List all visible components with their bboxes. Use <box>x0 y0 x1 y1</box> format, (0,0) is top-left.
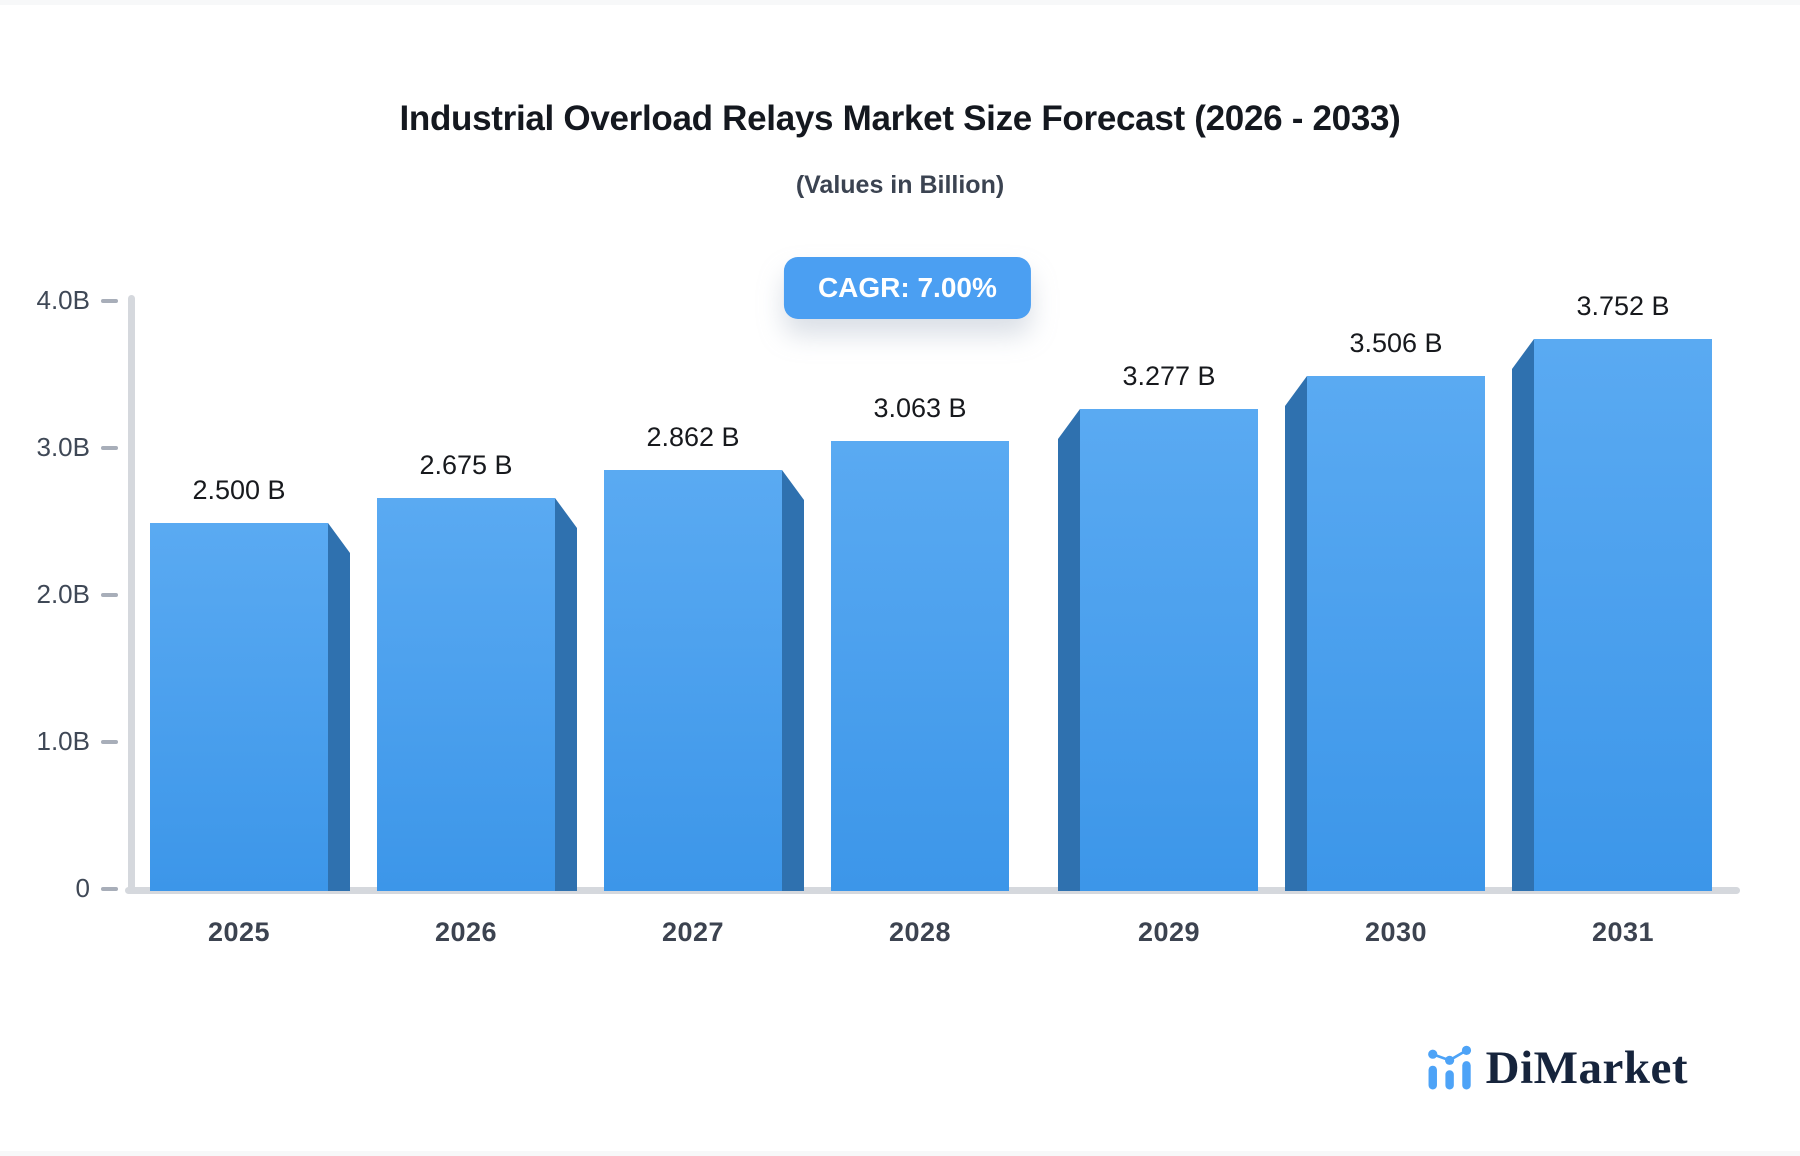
y-axis-tick <box>101 593 118 597</box>
bar-side <box>1285 376 1307 891</box>
chart-card: Industrial Overload Relays Market Size F… <box>0 5 1800 1151</box>
bar-face <box>1080 409 1258 891</box>
bar-side <box>555 498 577 891</box>
x-category-label: 2030 <box>1364 917 1428 947</box>
bar-face <box>604 470 782 891</box>
bar-value-label: 3.063 B <box>873 393 967 423</box>
bar-value-label: 3.506 B <box>1349 328 1443 358</box>
bar-side <box>328 523 350 891</box>
x-category-label: 2028 <box>888 917 952 947</box>
x-category-label: 2026 <box>434 917 498 947</box>
y-axis-tick-label: 0 <box>75 873 90 903</box>
cagr-badge: CAGR: 7.00% <box>783 257 1031 319</box>
bar-side <box>782 470 804 891</box>
y-axis-tick-label: 2.0B <box>36 579 91 609</box>
bar-value-label: 2.500 B <box>192 475 286 505</box>
plot-area: 4.0B 3.0B 2.0B 1.0B 0 2.500 B 2025 2.675 B 2026 2… <box>0 5 1800 1151</box>
x-category-label: 2025 <box>207 917 271 947</box>
bar-value-label: 3.752 B <box>1576 291 1670 321</box>
y-axis-tick <box>101 740 118 744</box>
y-axis-tick <box>101 887 118 891</box>
bar-face <box>150 523 328 891</box>
chart-title: Industrial Overload Relays Market Size F… <box>399 99 1401 138</box>
y-axis-line <box>128 295 135 892</box>
y-axis-tick-label: 3.0B <box>36 432 91 462</box>
x-category-label: 2027 <box>661 917 725 947</box>
y-axis-tick-label: 4.0B <box>36 285 91 315</box>
bar-value-label: 3.277 B <box>1122 361 1216 391</box>
y-axis-tick <box>101 299 118 303</box>
y-axis-tick <box>101 446 118 450</box>
dimarket-logo-text: DiMarket <box>1485 1042 1688 1094</box>
chart-subtitle: (Values in Billion) <box>795 171 1005 199</box>
dimarket-logo-icon <box>1427 1045 1471 1090</box>
bar-face <box>1307 376 1485 891</box>
bar-value-label: 2.675 B <box>419 450 513 480</box>
bar-value-label: 2.862 B <box>646 422 740 452</box>
bar-side <box>1058 409 1080 891</box>
bar-face <box>831 441 1009 891</box>
dimarket-logo: DiMarket <box>1427 1041 1688 1095</box>
x-category-label: 2031 <box>1591 917 1655 947</box>
bar-side <box>1512 339 1534 891</box>
bar-face <box>377 498 555 891</box>
bar-face <box>1534 339 1712 891</box>
x-category-label: 2029 <box>1137 917 1201 947</box>
y-axis-tick-label: 1.0B <box>36 726 91 756</box>
